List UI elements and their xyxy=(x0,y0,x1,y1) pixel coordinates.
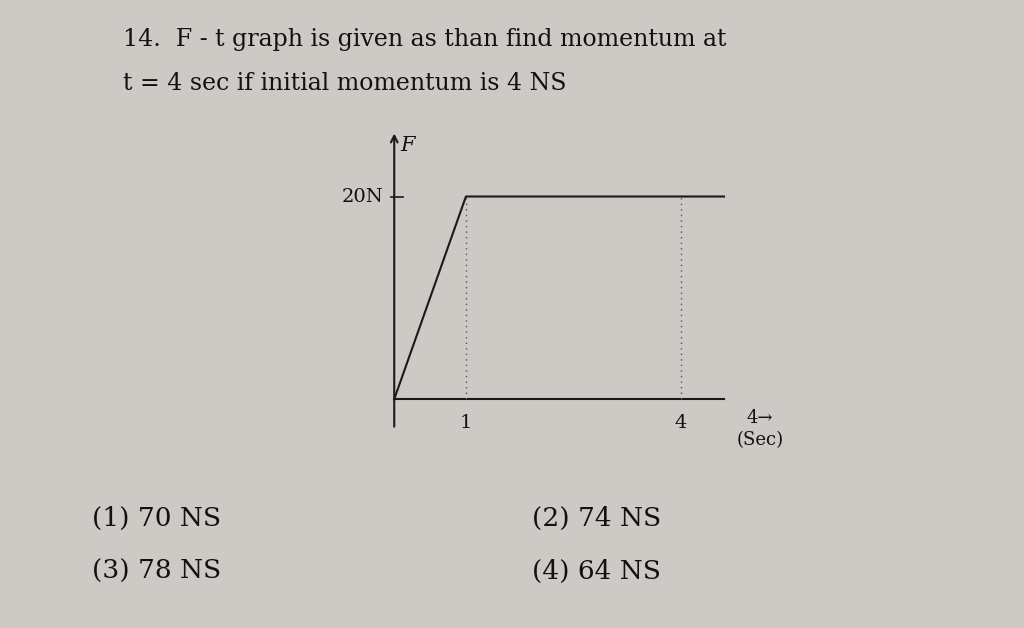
Text: t = 4 sec if initial momentum is 4 NS: t = 4 sec if initial momentum is 4 NS xyxy=(123,72,566,95)
Text: 4: 4 xyxy=(675,414,687,432)
Text: 1: 1 xyxy=(460,414,472,432)
Text: 20N: 20N xyxy=(342,188,383,205)
Text: (1) 70 NS: (1) 70 NS xyxy=(92,506,221,531)
Text: (3) 78 NS: (3) 78 NS xyxy=(92,559,221,584)
Text: (4) 64 NS: (4) 64 NS xyxy=(532,559,662,584)
Text: 14.  F - t graph is given as than find momentum at: 14. F - t graph is given as than find mo… xyxy=(123,28,726,51)
Text: F: F xyxy=(400,136,415,154)
Text: 4→: 4→ xyxy=(746,409,773,427)
Text: (2) 74 NS: (2) 74 NS xyxy=(532,506,662,531)
Text: (Sec): (Sec) xyxy=(736,431,783,450)
